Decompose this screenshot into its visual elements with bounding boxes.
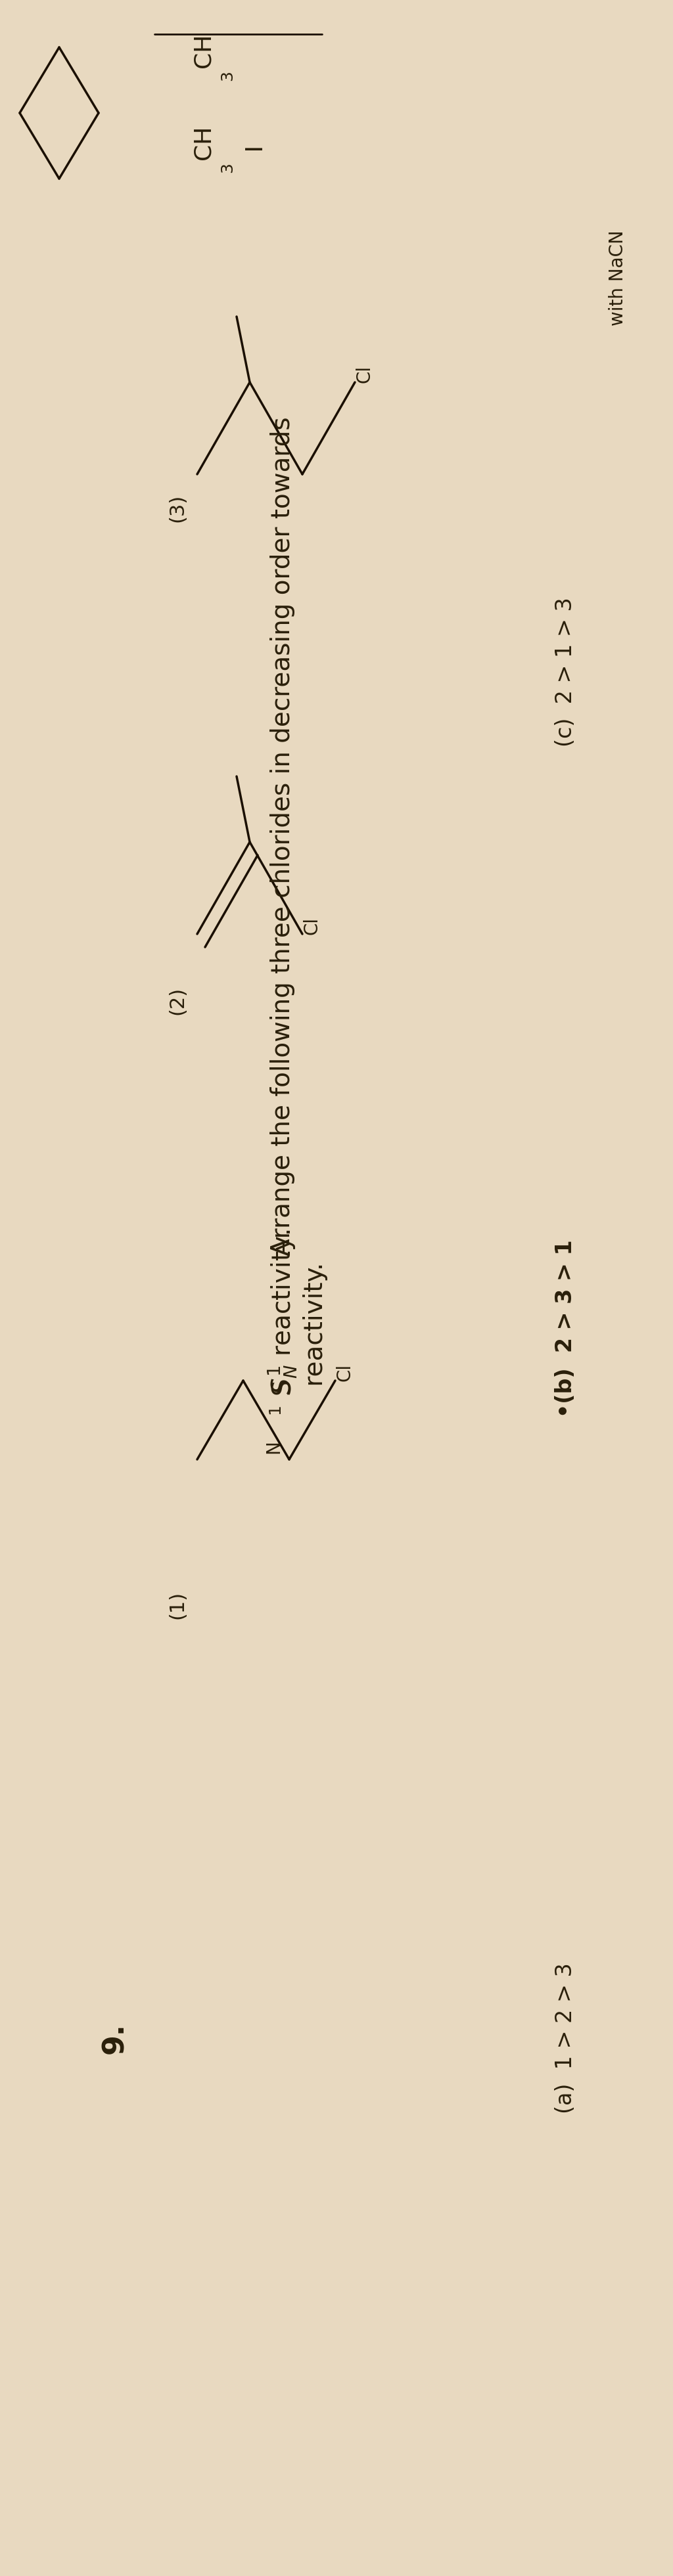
Text: 3: 3 [219, 162, 236, 173]
Text: (1): (1) [168, 1589, 187, 1618]
Text: (3): (3) [168, 495, 187, 523]
Text: 9.: 9. [101, 2022, 129, 2053]
Text: CH: CH [192, 33, 215, 67]
Text: 3: 3 [219, 70, 236, 80]
Text: I: I [245, 144, 267, 160]
Text: (a)  1 > 2 > 3: (a) 1 > 2 > 3 [555, 1963, 576, 2112]
Text: S: S [270, 1378, 295, 1394]
Text: Cl: Cl [303, 917, 322, 935]
Text: reactivity.: reactivity. [303, 1262, 328, 1394]
Text: Cl: Cl [355, 366, 374, 384]
Text: CH: CH [192, 126, 215, 160]
Text: •(b)  2 > 3 > 1: •(b) 2 > 3 > 1 [555, 1239, 576, 1417]
Text: Arrange the following three chlorides in decreasing order towards: Arrange the following three chlorides in… [270, 417, 295, 1255]
Text: Cl: Cl [336, 1363, 354, 1381]
Text: (c)  2 > 1 > 3: (c) 2 > 1 > 3 [555, 598, 576, 747]
Text: 1: 1 [267, 1404, 283, 1414]
Text: with NaCN: with NaCN [608, 229, 627, 325]
Text: N: N [264, 1440, 283, 1453]
Text: $S_{N}^{1}$ reactivity.: $S_{N}^{1}$ reactivity. [267, 1229, 299, 1394]
Text: (2): (2) [168, 987, 187, 1015]
